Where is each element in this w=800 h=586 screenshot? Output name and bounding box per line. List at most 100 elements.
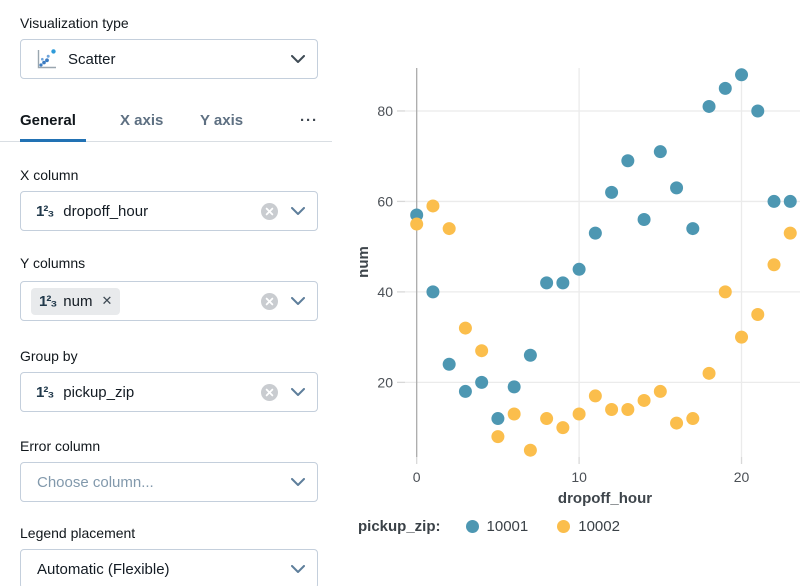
x-column-select[interactable]: 1²₃ dropoff_hour — [20, 191, 318, 231]
clear-icon[interactable] — [261, 202, 278, 220]
tab-y-axis[interactable]: Y axis — [200, 112, 244, 129]
data-point[interactable] — [540, 412, 554, 426]
viz-type-value: Scatter — [68, 50, 116, 68]
data-point[interactable] — [783, 226, 797, 240]
data-point[interactable] — [426, 285, 440, 299]
data-point[interactable] — [670, 181, 684, 195]
data-point[interactable] — [735, 330, 749, 344]
data-point[interactable] — [605, 185, 619, 199]
data-point[interactable] — [507, 380, 521, 394]
data-point[interactable] — [442, 222, 456, 236]
series-dot-icon — [465, 520, 479, 533]
data-point[interactable] — [458, 321, 472, 335]
data-point[interactable] — [637, 213, 651, 227]
data-point[interactable] — [621, 154, 635, 168]
chevron-down-icon[interactable] — [291, 388, 305, 396]
x-column-value: dropoff_hour — [63, 202, 149, 220]
legend-item-10001[interactable]: 10001 — [465, 518, 529, 535]
error-column-label: Error column — [20, 438, 101, 454]
data-point[interactable] — [556, 276, 570, 290]
active-tab-indicator — [20, 139, 86, 142]
legend-placement-label: Legend placement — [20, 525, 136, 541]
data-point[interactable] — [426, 199, 440, 213]
y-tick-label: 60 — [377, 193, 393, 209]
data-point[interactable] — [767, 194, 781, 208]
data-point[interactable] — [588, 389, 602, 403]
data-point[interactable] — [605, 403, 619, 417]
data-point[interactable] — [653, 145, 667, 159]
viz-type-select[interactable]: Scatter — [20, 39, 318, 79]
data-point[interactable] — [718, 285, 732, 299]
clear-icon[interactable] — [261, 292, 278, 310]
number-type-icon: 1²₃ — [36, 202, 54, 220]
data-point[interactable] — [540, 276, 554, 290]
tab-general[interactable]: General — [20, 112, 76, 129]
data-point[interactable] — [523, 443, 537, 457]
data-point[interactable] — [572, 407, 586, 421]
data-point[interactable] — [686, 222, 700, 236]
x-tick-label: 0 — [413, 469, 421, 485]
x-tick-label: 10 — [571, 469, 587, 485]
data-point[interactable] — [670, 416, 684, 430]
number-type-icon: 1²₃ — [36, 383, 54, 401]
data-point[interactable] — [783, 194, 797, 208]
y-tick-label: 40 — [377, 284, 393, 300]
data-point[interactable] — [523, 348, 537, 362]
data-point[interactable] — [458, 384, 472, 398]
data-point[interactable] — [735, 68, 749, 82]
y-column-chip[interactable]: 1²₃ num ✕ — [31, 287, 121, 315]
data-point[interactable] — [653, 384, 667, 398]
data-point[interactable] — [442, 357, 456, 371]
group-by-select[interactable]: 1²₃ pickup_zip — [20, 372, 318, 412]
legend-item-label: 10001 — [486, 518, 529, 535]
chevron-down-icon[interactable] — [291, 297, 305, 305]
legend-placement-select[interactable]: Automatic (Flexible) — [20, 549, 318, 586]
data-point[interactable] — [637, 393, 651, 407]
data-point[interactable] — [410, 208, 424, 222]
error-column-placeholder: Choose column... — [37, 473, 154, 491]
legend-item-label: 10002 — [578, 518, 620, 535]
series-dot-icon — [557, 520, 571, 533]
tab-bar: General X axis Y axis ··· — [0, 103, 332, 142]
chevron-down-icon[interactable] — [291, 565, 305, 573]
viz-config-panel: Visualization type Scatter Gener — [0, 0, 332, 586]
error-column-select[interactable]: Choose column... — [20, 462, 318, 502]
data-point[interactable] — [621, 403, 635, 417]
data-point[interactable] — [767, 258, 781, 272]
legend-item-10002[interactable]: 10002 — [557, 518, 620, 535]
data-point[interactable] — [686, 412, 700, 426]
y-axis-title: num — [355, 246, 372, 278]
data-point[interactable] — [751, 308, 765, 322]
x-tick-label: 20 — [734, 469, 750, 485]
data-point[interactable] — [702, 99, 716, 113]
data-point[interactable] — [556, 421, 570, 435]
data-point[interactable] — [491, 430, 505, 444]
tab-more-button[interactable]: ··· — [300, 112, 318, 129]
data-point[interactable] — [491, 412, 505, 426]
data-point[interactable] — [410, 217, 424, 231]
legend-placement-value: Automatic (Flexible) — [37, 560, 170, 578]
data-point[interactable] — [507, 407, 521, 421]
number-type-icon: 1²₃ — [39, 292, 57, 310]
y-columns-select[interactable]: 1²₃ num ✕ — [20, 281, 318, 321]
data-point[interactable] — [718, 81, 732, 95]
data-point[interactable] — [475, 375, 489, 389]
scatter-chart-icon — [34, 48, 58, 71]
data-point[interactable] — [751, 104, 765, 118]
tab-x-axis[interactable]: X axis — [120, 112, 164, 129]
remove-icon[interactable]: ✕ — [101, 293, 113, 308]
group-by-label: Group by — [20, 348, 78, 364]
y-tick-label: 20 — [377, 374, 393, 390]
chevron-down-icon[interactable] — [291, 478, 305, 486]
data-point[interactable] — [475, 344, 489, 358]
chevron-down-icon[interactable] — [291, 207, 305, 215]
data-point[interactable] — [588, 226, 602, 240]
viz-type-label: Visualization type — [20, 15, 129, 31]
clear-icon[interactable] — [261, 383, 278, 401]
data-point[interactable] — [572, 262, 586, 276]
y-columns-label: Y columns — [20, 255, 86, 271]
legend-title: pickup_zip: — [358, 518, 441, 535]
data-point[interactable] — [702, 366, 716, 380]
